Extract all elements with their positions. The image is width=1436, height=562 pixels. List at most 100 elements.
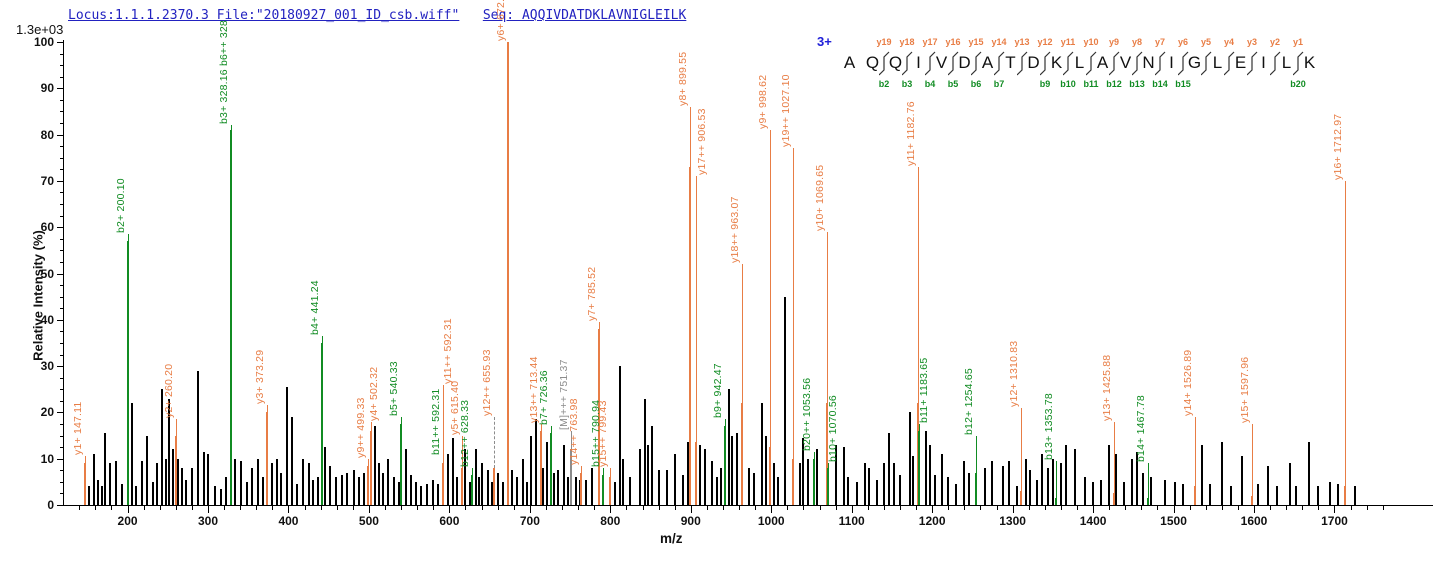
spectrum-peak bbox=[1174, 481, 1177, 505]
x-minor-tick bbox=[191, 506, 193, 510]
spectrum-peak bbox=[280, 472, 283, 505]
spectrum-peak bbox=[409, 474, 412, 505]
spectrum-peak bbox=[552, 472, 555, 505]
spectrum-peak bbox=[526, 481, 529, 505]
fragment-marker bbox=[1223, 50, 1236, 83]
b-ion-label: b14 bbox=[1152, 79, 1168, 89]
spectrum-peak bbox=[618, 366, 621, 505]
sequence-label: Seq: AQQIVDATDKLAVNIGLEILK bbox=[482, 8, 687, 23]
x-minor-tick bbox=[79, 506, 81, 510]
y-ion-label: y14 bbox=[991, 37, 1007, 47]
peak-connector bbox=[696, 176, 698, 443]
x-tick-label: 1500 bbox=[1160, 514, 1187, 528]
spectrum-peak bbox=[622, 458, 625, 505]
y-ion-label: y12 bbox=[1037, 37, 1053, 47]
x-minor-tick bbox=[1270, 506, 1272, 510]
spectrum-peak bbox=[181, 467, 184, 505]
spectrum-peak bbox=[511, 470, 514, 505]
spectrum-peak bbox=[777, 477, 780, 505]
spectrum-peak bbox=[799, 463, 802, 505]
peak-label: b12+ 1254.65 bbox=[963, 367, 976, 435]
spectrum-peak bbox=[968, 472, 971, 505]
peak-connector bbox=[494, 417, 496, 468]
peak-label: b7+ 726.36 bbox=[538, 370, 551, 426]
x-minor-tick bbox=[1109, 506, 1111, 510]
b-ion-label: b10 bbox=[1060, 79, 1076, 89]
spectrum-peak bbox=[963, 461, 966, 505]
spectrum-peak bbox=[1001, 465, 1004, 505]
spectrum-peak bbox=[521, 458, 524, 505]
fragment-marker bbox=[947, 50, 960, 83]
annotated-peak-y bbox=[792, 458, 795, 505]
spectrum-peak bbox=[868, 467, 871, 505]
residue-letter: Q bbox=[865, 53, 880, 72]
spectrum-peak bbox=[928, 444, 931, 505]
spectrum-peak bbox=[643, 398, 646, 505]
b-ion-label: b7 bbox=[993, 79, 1005, 89]
y-minor-tick bbox=[60, 377, 63, 379]
x-minor-tick bbox=[1125, 506, 1127, 510]
fragment-marker bbox=[1177, 50, 1190, 83]
y-minor-tick bbox=[60, 53, 63, 55]
x-minor-tick bbox=[385, 506, 387, 510]
x-minor-tick bbox=[433, 506, 435, 510]
y-minor-tick bbox=[60, 470, 63, 472]
x-tick-label: 700 bbox=[519, 514, 540, 528]
y-tick bbox=[57, 319, 63, 321]
residue-letter: K bbox=[1303, 53, 1316, 72]
spectrum-peak bbox=[141, 461, 144, 505]
spectrum-peak bbox=[270, 463, 273, 505]
spectrum-peak bbox=[1016, 486, 1019, 505]
peak-label: y1+ 147.11 bbox=[72, 401, 84, 456]
x-tick bbox=[529, 506, 531, 513]
peak-label: y14++ 763.98 bbox=[568, 398, 581, 465]
spectrum-peak bbox=[397, 481, 400, 505]
x-tick bbox=[932, 506, 934, 513]
spectrum-peak bbox=[392, 477, 395, 505]
x-minor-tick bbox=[899, 506, 901, 510]
spectrum-peak bbox=[842, 447, 845, 505]
y-tick-label: 20 bbox=[40, 405, 54, 420]
y-ion-label: y6 bbox=[1177, 37, 1189, 47]
spectrum-peak bbox=[614, 481, 617, 505]
fragment-marker bbox=[924, 50, 937, 83]
spectrum-peak bbox=[312, 479, 315, 505]
spectrum-peak bbox=[1122, 481, 1125, 505]
x-tick bbox=[690, 506, 692, 513]
spectrum-peak bbox=[481, 463, 484, 505]
x-minor-tick bbox=[674, 506, 676, 510]
peak-label: b20++ 1053.56 bbox=[801, 377, 814, 451]
spectrum-peak bbox=[1130, 458, 1133, 505]
b-ion-label: b2 bbox=[878, 79, 890, 89]
spectrum-peak bbox=[171, 449, 174, 505]
y-minor-tick bbox=[60, 296, 63, 298]
annotated-peak-b bbox=[1054, 498, 1057, 505]
spectrum-peak bbox=[863, 463, 866, 505]
spectrum-peak bbox=[168, 398, 171, 505]
y-tick-label: 80 bbox=[40, 127, 54, 142]
x-minor-tick bbox=[835, 506, 837, 510]
spectrum-peak bbox=[404, 449, 407, 505]
annotated-peak-y bbox=[740, 403, 743, 505]
y-tick bbox=[57, 134, 63, 136]
spectrum-peak bbox=[446, 454, 449, 505]
x-tick bbox=[208, 506, 210, 513]
fragment-marker bbox=[1246, 50, 1259, 83]
spectrum-peak bbox=[657, 470, 660, 505]
spectrum-peak bbox=[651, 426, 654, 505]
x-minor-tick bbox=[1141, 506, 1143, 510]
spectrum-peak bbox=[317, 477, 320, 505]
x-minor-tick bbox=[1350, 506, 1352, 510]
x-minor-tick bbox=[1205, 506, 1207, 510]
annotated-peak-b bbox=[975, 472, 978, 505]
spectrum-peak bbox=[856, 481, 859, 505]
x-minor-tick bbox=[1189, 506, 1191, 510]
annotated-peak-y bbox=[442, 463, 445, 505]
x-minor-tick bbox=[1382, 506, 1384, 510]
annotated-peak-y bbox=[265, 412, 268, 505]
b-ion-label: b15 bbox=[1175, 79, 1191, 89]
y-tick-label: 40 bbox=[40, 312, 54, 327]
spectrum-peak bbox=[1275, 486, 1278, 505]
y-tick-label: 100 bbox=[33, 35, 54, 49]
